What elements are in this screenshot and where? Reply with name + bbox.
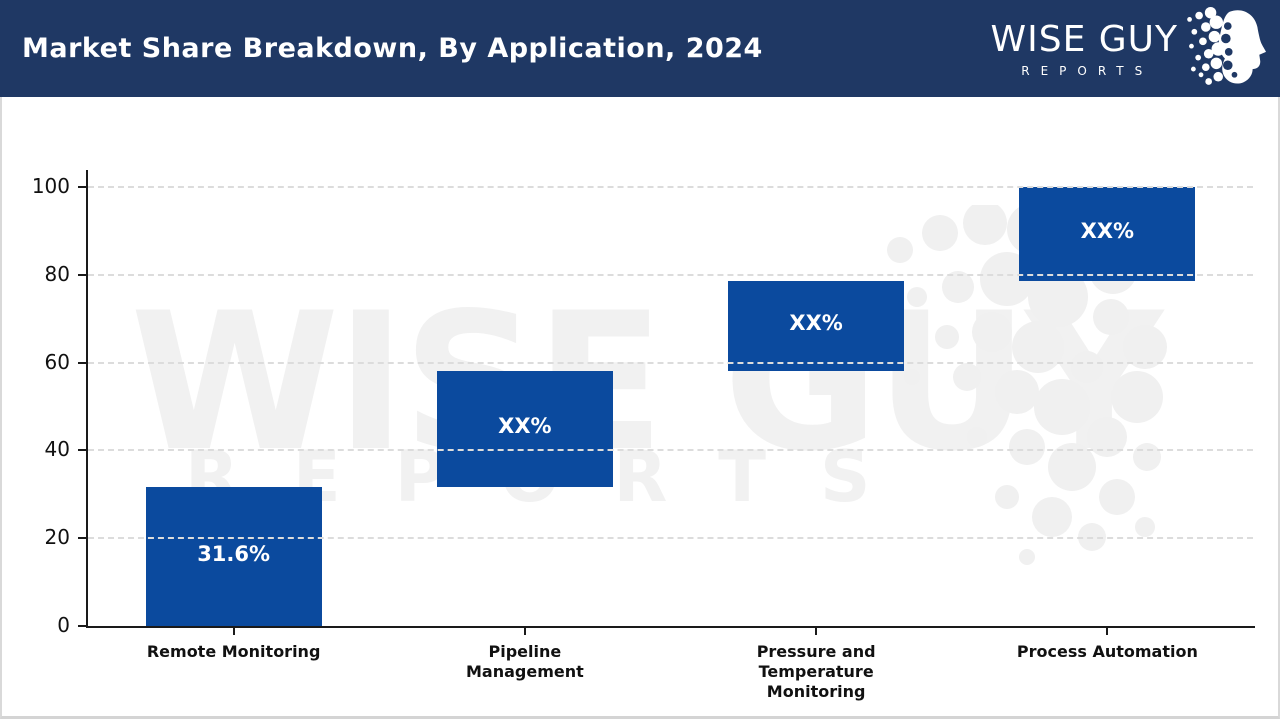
brand-logo-text: WISE GUY REPORTS [990,19,1179,79]
category-label-line: Pressure and [756,642,876,661]
y-axis-tick-mark [78,273,86,276]
y-gridline [88,449,1253,452]
y-axis-tick-mark [78,449,86,452]
category-label-line: Process Automation [1016,642,1198,661]
y-axis-tick-mark [78,625,86,627]
bar-value-label-pressure-and-temperature-monitoring: XX% [789,311,843,336]
x-axis-category-label-process-automation: Process Automation [997,642,1217,662]
y-axis-tick-label: 60 [44,349,70,374]
y-axis-tick-label: 100 [31,174,70,198]
y-axis-tick-mark [78,186,86,188]
y-axis-tick-mark [78,361,86,364]
page-title: Market Share Breakdown, By Application, … [22,33,763,64]
y-axis-tick-label: 40 [44,437,70,462]
brand-subname: REPORTS [1021,64,1154,78]
y-gridline [88,273,1253,276]
x-axis-tick-mark [1106,628,1109,635]
category-label-line: Temperature [758,662,874,681]
category-label-line: Remote Monitoring [146,642,321,661]
bar-remote-monitoring [145,487,322,626]
x-axis-category-label-remote-monitoring: Remote Monitoring [124,642,344,662]
y-axis-tick-label: 80 [44,261,70,286]
bar-pipeline-management [436,371,613,488]
bar-value-label-pipeline-management: XX% [498,414,552,439]
x-axis-category-label-pressure-and-temperature-monitoring: Pressure and Temperature Monitoring [706,642,926,702]
bar-pressure-and-temperature-monitoring [728,281,905,372]
y-gridline [88,186,1253,188]
x-axis-tick-mark [815,628,818,635]
bar-value-label-process-automation: XX% [1080,219,1135,244]
category-label-line: Monitoring [766,682,866,701]
brand-logo: WISE GUY REPORTS [990,4,1266,94]
y-axis-tick-mark [78,537,86,540]
bar-value-label-remote-monitoring: 31.6% [197,541,271,566]
y-axis-tick-label: 0 [57,613,70,637]
bar-process-automation [1019,187,1196,282]
x-axis-line [86,626,1255,628]
x-axis-tick-mark [523,628,526,635]
y-gridline [88,537,1253,540]
dotted-head-logo-icon [1187,6,1266,85]
category-label-line: Management [465,662,584,681]
y-gridline [88,361,1253,364]
x-axis-category-label-pipeline-management: Pipeline Management [415,642,635,682]
watermark-text-primary: WISE GUY [130,272,1163,493]
y-axis-line [86,170,88,628]
category-label-line: Pipeline [488,642,562,661]
header: Market Share Breakdown, By Application, … [0,0,1280,97]
y-axis-tick-label: 20 [44,525,70,550]
brand-name: WISE GUY [990,19,1178,60]
x-axis-tick-mark [232,628,235,635]
